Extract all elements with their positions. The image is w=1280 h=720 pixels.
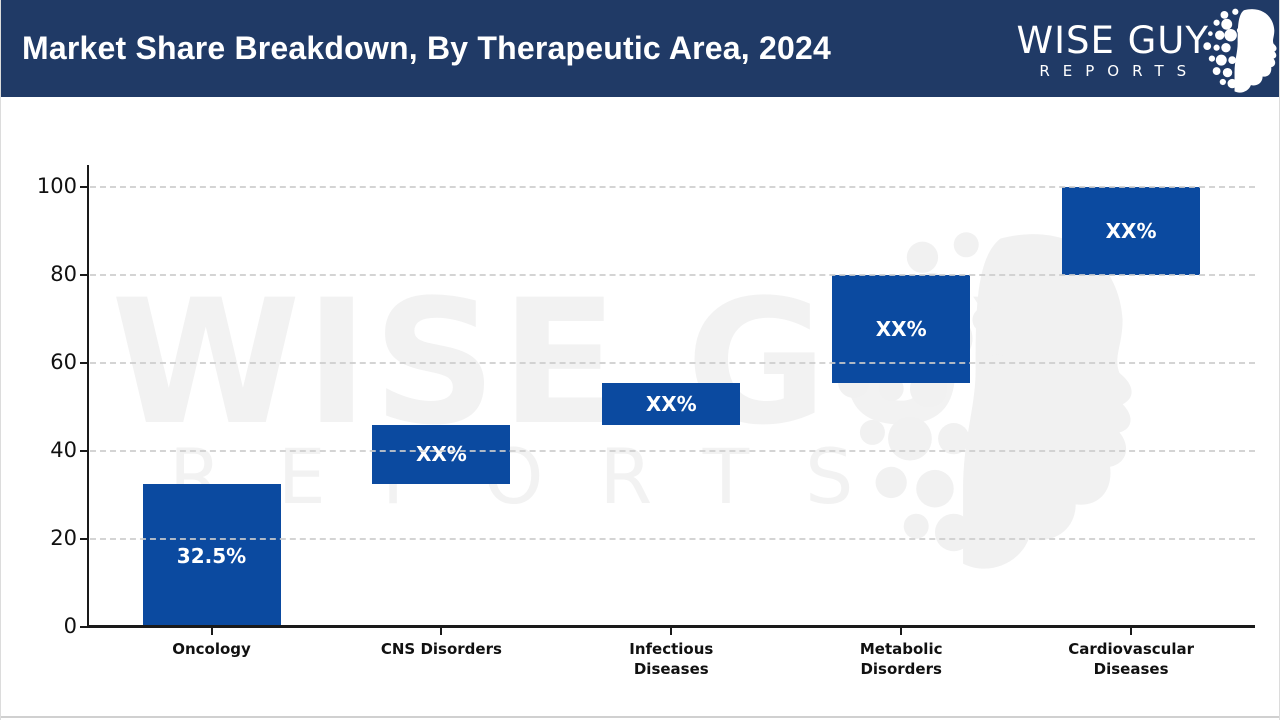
wise-guy-reports-logo: WISE GUY REPORTS (1001, 4, 1277, 93)
y-tick-label-60: 60 (50, 350, 77, 374)
gridline-20 (90, 538, 1255, 540)
x-axis-label-cardiovascular-diseases: Cardiovascular Diseases (1068, 640, 1194, 678)
x-tick-cardiovascular-diseases (1130, 627, 1133, 635)
logo-subtitle: REPORTS (1039, 61, 1200, 80)
y-tick-0 (80, 626, 89, 628)
x-tick-metabolic-disorders (900, 627, 903, 635)
y-tick-label-40: 40 (50, 438, 77, 462)
gridline-60 (90, 362, 1255, 364)
bar-oncology: 32.5% (142, 484, 281, 627)
bar-value-label-metabolic-disorders: XX% (875, 316, 927, 341)
x-axis-label-metabolic-disorders: Metabolic Disorders (859, 640, 943, 678)
y-tick-label-0: 0 (63, 614, 77, 638)
x-axis-label-infectious-diseases: Infectious Diseases (629, 640, 714, 678)
x-axis-line (87, 625, 1255, 628)
bar-metabolic-disorders: XX% (832, 275, 971, 383)
y-tick-label-20: 20 (50, 526, 77, 550)
header-bar: Market Share Breakdown, By Therapeutic A… (1, 0, 1279, 97)
logo-text: WISE GUY REPORTS (1016, 19, 1209, 80)
y-tick-40 (80, 450, 89, 452)
x-tick-infectious-diseases (670, 627, 673, 635)
bar-value-label-oncology: 32.5% (176, 543, 247, 568)
bar-cns-disorders: XX% (372, 424, 511, 484)
bar-infectious-diseases: XX% (602, 382, 741, 425)
y-tick-20 (80, 538, 89, 540)
logo-wordmark: WISE GUY (1016, 19, 1209, 62)
y-axis-line (87, 165, 89, 628)
y-tick-100 (80, 186, 89, 188)
bar-value-label-infectious-diseases: XX% (645, 391, 697, 416)
bar-value-label-cns-disorders: XX% (415, 442, 467, 467)
watermark-subtitle: REPORTS (169, 432, 910, 521)
y-tick-60 (80, 362, 89, 364)
bottom-border (1, 716, 1279, 718)
x-axis-label-oncology: Oncology (172, 640, 251, 658)
gridline-40 (90, 450, 1255, 452)
chart-title: Market Share Breakdown, By Therapeutic A… (22, 30, 831, 66)
x-tick-oncology (210, 627, 213, 635)
dotted-face-icon (1203, 8, 1277, 93)
x-axis-label-cns-disorders: CNS Disorders (380, 640, 502, 658)
y-tick-label-100: 100 (36, 174, 77, 198)
bar-value-label-cardiovascular-diseases: XX% (1105, 219, 1157, 243)
y-tick-label-80: 80 (50, 262, 77, 286)
gridline-80 (90, 274, 1255, 276)
x-tick-cns-disorders (440, 627, 443, 635)
gridline-100 (90, 186, 1255, 188)
y-tick-80 (80, 274, 89, 276)
bar-cardiovascular-diseases: XX% (1062, 187, 1201, 275)
